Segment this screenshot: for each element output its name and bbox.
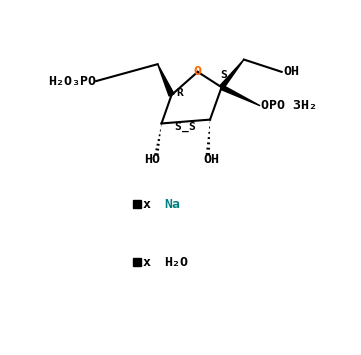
Text: O: O: [194, 65, 202, 78]
Text: Na: Na: [164, 198, 180, 211]
Text: S: S: [220, 70, 226, 80]
Text: H₂O: H₂O: [164, 256, 188, 268]
Text: x: x: [143, 198, 151, 211]
Text: OH: OH: [204, 153, 219, 166]
Polygon shape: [158, 64, 174, 96]
Text: S: S: [188, 122, 195, 132]
Text: OH: OH: [283, 65, 299, 78]
Text: HO: HO: [144, 153, 160, 166]
Text: S: S: [175, 122, 182, 132]
Text: _: _: [182, 122, 188, 132]
Polygon shape: [221, 85, 260, 106]
Text: H₂O₃PO: H₂O₃PO: [48, 75, 96, 88]
Text: R: R: [177, 88, 183, 98]
Text: OPO 3H₂: OPO 3H₂: [261, 99, 317, 112]
Polygon shape: [220, 60, 244, 89]
Text: x: x: [143, 256, 151, 268]
